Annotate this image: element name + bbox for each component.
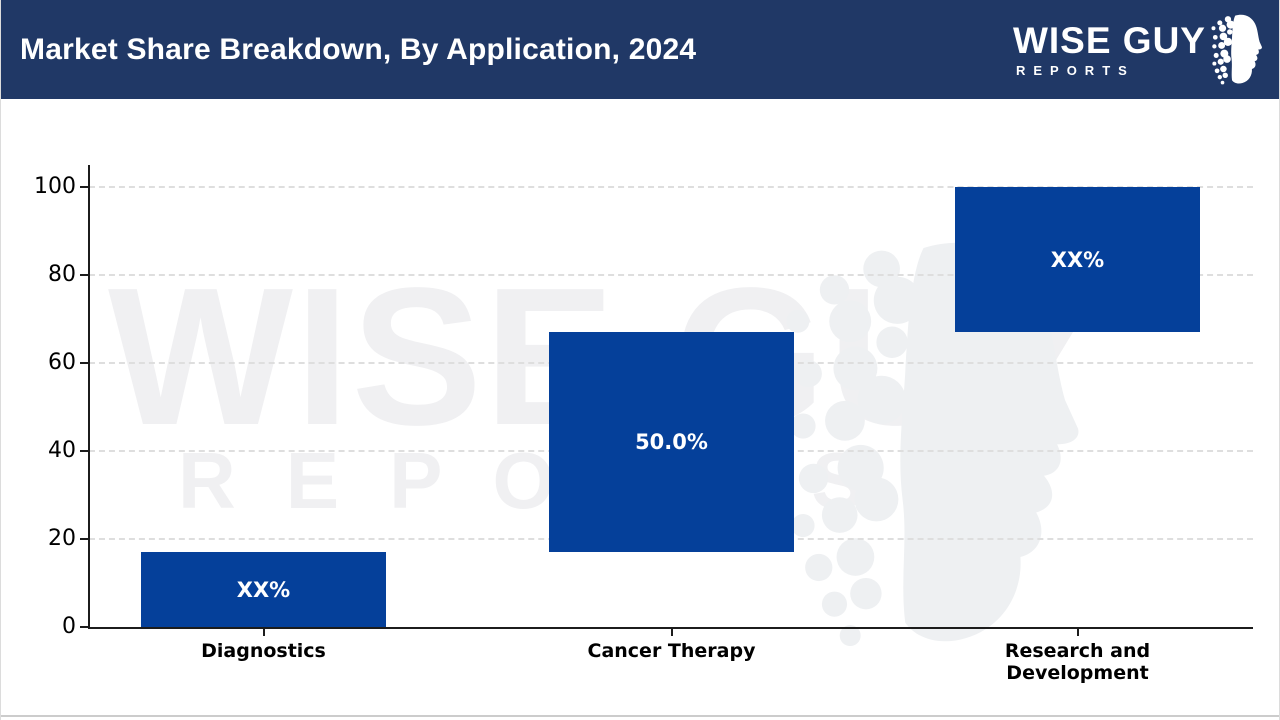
bar-cancer-therapy: 50.0% bbox=[549, 332, 794, 553]
y-tick-label: 100 bbox=[34, 174, 76, 199]
y-tick-label: 40 bbox=[48, 438, 76, 463]
logo-face-icon bbox=[1211, 14, 1262, 85]
x-axis-line bbox=[88, 627, 1253, 629]
x-tick-label: Research and Development bbox=[1004, 640, 1151, 684]
bar-diagnostics: XX% bbox=[141, 552, 386, 627]
x-tick-label: Cancer Therapy bbox=[587, 640, 756, 662]
logo-text: WISE GUY REPORTS bbox=[1013, 22, 1206, 78]
bar-value-label: 50.0% bbox=[635, 430, 708, 455]
bar-value-label: XX% bbox=[236, 577, 291, 602]
y-tick-mark bbox=[80, 186, 88, 188]
bottom-rule bbox=[0, 715, 1280, 717]
x-tick-mark bbox=[262, 629, 265, 636]
wise-guy-reports-logo: WISE GUY REPORTS bbox=[1013, 9, 1266, 91]
gridline-100 bbox=[89, 186, 1253, 188]
y-tick-mark bbox=[80, 450, 88, 452]
y-tick-mark bbox=[80, 362, 88, 364]
bar-value-label: XX% bbox=[1050, 247, 1105, 272]
header-bar: Market Share Breakdown, By Application, … bbox=[0, 0, 1280, 99]
y-tick-mark bbox=[80, 538, 88, 540]
y-axis-line bbox=[88, 165, 90, 629]
y-tick-label: 80 bbox=[48, 262, 76, 287]
logo-reports: REPORTS bbox=[1015, 63, 1135, 78]
y-tick-label: 60 bbox=[48, 350, 76, 375]
x-tick-mark bbox=[670, 629, 673, 636]
y-tick-mark bbox=[80, 626, 88, 628]
gridline-80 bbox=[89, 274, 1253, 276]
y-tick-mark bbox=[80, 274, 88, 276]
logo-wordmark: WISE GUY bbox=[1012, 20, 1206, 61]
bar-research-and-development: XX% bbox=[955, 187, 1200, 333]
page-title: Market Share Breakdown, By Application, … bbox=[20, 33, 697, 66]
x-tick-label: Diagnostics bbox=[201, 640, 326, 662]
y-tick-label: 20 bbox=[48, 526, 76, 551]
x-tick-mark bbox=[1076, 629, 1079, 636]
y-tick-label: 0 bbox=[62, 614, 76, 639]
